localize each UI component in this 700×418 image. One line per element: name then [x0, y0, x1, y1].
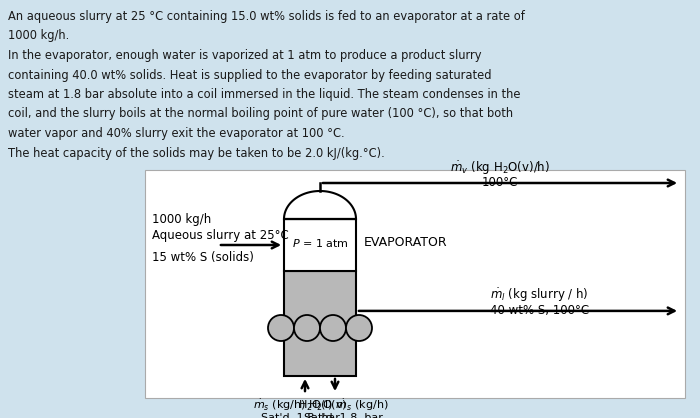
Polygon shape	[284, 191, 356, 219]
Circle shape	[320, 315, 346, 341]
Text: Sat'd, 1.8  bar: Sat'd, 1.8 bar	[304, 413, 382, 418]
Text: H$_2$O(l) $\dot{m}_s$ (kg/h): H$_2$O(l) $\dot{m}_s$ (kg/h)	[298, 398, 389, 413]
Bar	[284, 271, 356, 376]
Circle shape	[294, 315, 320, 341]
Text: $\dot{m}_l$ (kg slurry / h): $\dot{m}_l$ (kg slurry / h)	[490, 286, 589, 303]
Circle shape	[268, 315, 294, 341]
Text: Aqueous slurry at 25°C: Aqueous slurry at 25°C	[152, 229, 288, 242]
Text: The heat capacity of the solids may be taken to be 2.0 kJ/(kg.°C).: The heat capacity of the solids may be t…	[8, 146, 385, 160]
Text: 40 wt% S, 100°C: 40 wt% S, 100°C	[490, 304, 589, 317]
Circle shape	[346, 315, 372, 341]
Text: 100°C: 100°C	[482, 176, 518, 189]
Text: $\it{P}$ = 1 atm: $\it{P}$ = 1 atm	[292, 237, 349, 249]
Text: $\dot{m}_v$ (kg H$_2$O(v)/h): $\dot{m}_v$ (kg H$_2$O(v)/h)	[450, 159, 550, 177]
Text: 1000 kg/h.: 1000 kg/h.	[8, 30, 69, 43]
Text: Sat'd, 1.8  bar: Sat'd, 1.8 bar	[260, 413, 340, 418]
Text: 1000 kg/h: 1000 kg/h	[152, 212, 211, 225]
Text: steam at 1.8 bar absolute into a coil immersed in the liquid. The steam condense: steam at 1.8 bar absolute into a coil im…	[8, 88, 521, 101]
Bar	[284, 219, 356, 271]
Text: $\dot{m}_s$ (kg/h) H$_2$O(v): $\dot{m}_s$ (kg/h) H$_2$O(v)	[253, 398, 347, 413]
Text: 15 wt% S (solids): 15 wt% S (solids)	[152, 250, 254, 263]
Text: coil, and the slurry boils at the normal boiling point of pure water (100 °C), s: coil, and the slurry boils at the normal…	[8, 107, 513, 120]
Text: containing 40.0 wt% solids. Heat is supplied to the evaporator by feeding satura: containing 40.0 wt% solids. Heat is supp…	[8, 69, 491, 82]
Bar	[145, 170, 685, 398]
Text: In the evaporator, enough water is vaporized at 1 atm to produce a product slurr: In the evaporator, enough water is vapor…	[8, 49, 482, 62]
Text: An aqueous slurry at 25 °C containing 15.0 wt% solids is fed to an evaporator at: An aqueous slurry at 25 °C containing 15…	[8, 10, 525, 23]
Text: water vapor and 40% slurry exit the evaporator at 100 °C.: water vapor and 40% slurry exit the evap…	[8, 127, 344, 140]
Text: EVAPORATOR: EVAPORATOR	[364, 237, 447, 250]
